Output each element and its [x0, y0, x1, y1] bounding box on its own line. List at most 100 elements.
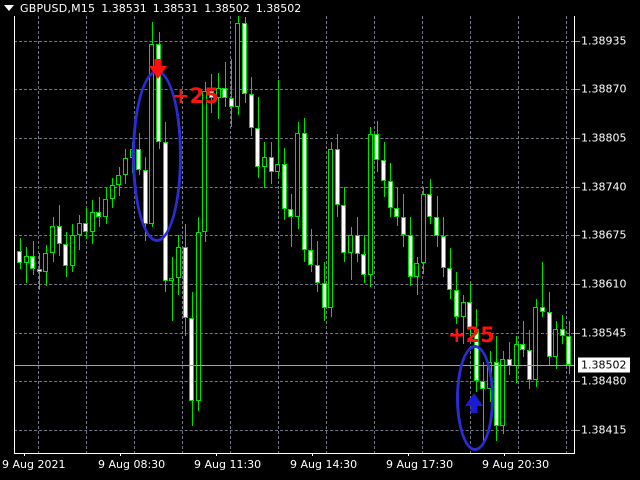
candle-body — [441, 236, 446, 268]
gridline-v-3 — [182, 16, 183, 454]
candle-body — [24, 255, 29, 264]
candle-body — [381, 159, 386, 181]
ohlc-high-value: 1.38531 — [152, 1, 199, 15]
price-axis-label: 1.38740 — [581, 180, 627, 194]
candle-body — [222, 87, 227, 99]
plot-right-border — [574, 16, 575, 454]
price-tick-7 — [575, 381, 580, 382]
candle-body — [514, 343, 519, 367]
candle-body — [229, 98, 234, 108]
gridline-h-4 — [14, 235, 574, 236]
candle-body — [368, 134, 373, 276]
gridline-h-8 — [14, 430, 574, 431]
gridline-h-0 — [14, 41, 574, 42]
candle-body — [63, 243, 68, 267]
time-axis-label: 9 Aug 14:30 — [290, 458, 358, 471]
candle-body — [500, 358, 505, 427]
candle-body — [361, 254, 366, 276]
candle-body — [401, 216, 406, 235]
candle-body — [328, 149, 333, 308]
price-tick-3 — [575, 187, 580, 188]
candle-wick — [463, 294, 464, 344]
candle-body — [235, 23, 240, 108]
candle-body — [295, 132, 300, 217]
candle-body — [57, 225, 62, 244]
gridline-v-4 — [230, 16, 231, 454]
candle-wick — [172, 257, 173, 322]
price-axis-label: 1.38805 — [581, 131, 627, 145]
time-tick-1 — [120, 453, 121, 456]
gridline-v-2 — [134, 16, 135, 454]
candle-body — [269, 156, 274, 172]
candle-wick — [291, 194, 292, 247]
time-axis-label: 9 Aug 08:30 — [98, 458, 166, 471]
candle-body — [520, 343, 525, 350]
candle-body — [566, 336, 571, 365]
current-price-label: 1.38502 — [578, 357, 630, 373]
candle-body — [467, 302, 472, 329]
candle-body — [43, 252, 48, 273]
time-tick-0 — [24, 453, 25, 456]
candle-body — [275, 164, 280, 172]
candle-body — [50, 225, 55, 253]
candle-body — [110, 185, 115, 199]
candle-body — [322, 282, 327, 308]
price-axis-label: 1.38545 — [581, 326, 627, 340]
time-axis-label: 9 Aug 20:30 — [482, 458, 550, 471]
candle-body — [183, 246, 188, 319]
candle-body — [374, 134, 379, 160]
candle-body — [169, 278, 174, 282]
gridline-v-7 — [374, 16, 375, 454]
plot-bottom-border — [14, 453, 574, 454]
price-tick-1 — [575, 89, 580, 90]
candle-body — [434, 216, 439, 237]
candle-body — [308, 249, 313, 265]
current-price-line — [14, 365, 574, 366]
candle-body — [288, 209, 293, 217]
candle-body — [421, 194, 426, 264]
ohlc-close-value: 1.38502 — [255, 1, 302, 15]
candle-wick — [397, 186, 398, 226]
candle-body — [282, 164, 287, 210]
candle-body — [103, 198, 108, 217]
price-plot-area[interactable]: +25 +25 — [14, 16, 574, 454]
time-tick-5 — [504, 453, 505, 456]
candle-body — [255, 128, 260, 168]
candle-body — [394, 207, 399, 217]
symbol-timeframe-label: GBPUSD,M15 — [20, 1, 96, 15]
price-tick-6 — [575, 333, 580, 334]
price-axis-label: 1.38480 — [581, 374, 627, 388]
candle-body — [302, 132, 307, 250]
candle-body — [414, 263, 419, 277]
candle-body — [189, 318, 194, 401]
time-axis[interactable]: 9 Aug 2021 9 Aug 08:30 9 Aug 11:30 9 Aug 14… — [0, 453, 640, 480]
candle-body — [123, 158, 128, 175]
price-tick-8 — [575, 430, 580, 431]
candle-body — [533, 306, 538, 380]
candle-wick — [542, 261, 543, 317]
candle-body — [335, 149, 340, 205]
candle-body — [77, 222, 82, 235]
gridline-h-2 — [14, 138, 574, 139]
gridline-v-5 — [278, 16, 279, 454]
annotation-label-2: +25 — [448, 323, 495, 347]
candle-body — [355, 234, 360, 255]
gridline-h-6 — [14, 333, 574, 334]
candle-body — [540, 306, 545, 313]
candle-body — [388, 180, 393, 208]
buy-arrow-up-icon — [464, 392, 484, 418]
candle-wick — [523, 321, 524, 358]
candle-body — [90, 212, 95, 232]
time-tick-2 — [216, 453, 217, 456]
candle-body — [116, 174, 121, 186]
sell-arrow-down-icon — [147, 58, 169, 84]
gridline-v-11 — [566, 16, 567, 454]
time-axis-label: 9 Aug 17:30 — [386, 458, 454, 471]
time-tick-3 — [312, 453, 313, 456]
chevron-down-icon[interactable] — [4, 5, 14, 11]
candle-body — [461, 302, 466, 317]
candle-wick — [225, 62, 226, 108]
price-axis[interactable]: 1.38935 1.38870 1.38805 1.38740 1.38675 1.386… — [575, 16, 640, 454]
gridline-h-3 — [14, 187, 574, 188]
